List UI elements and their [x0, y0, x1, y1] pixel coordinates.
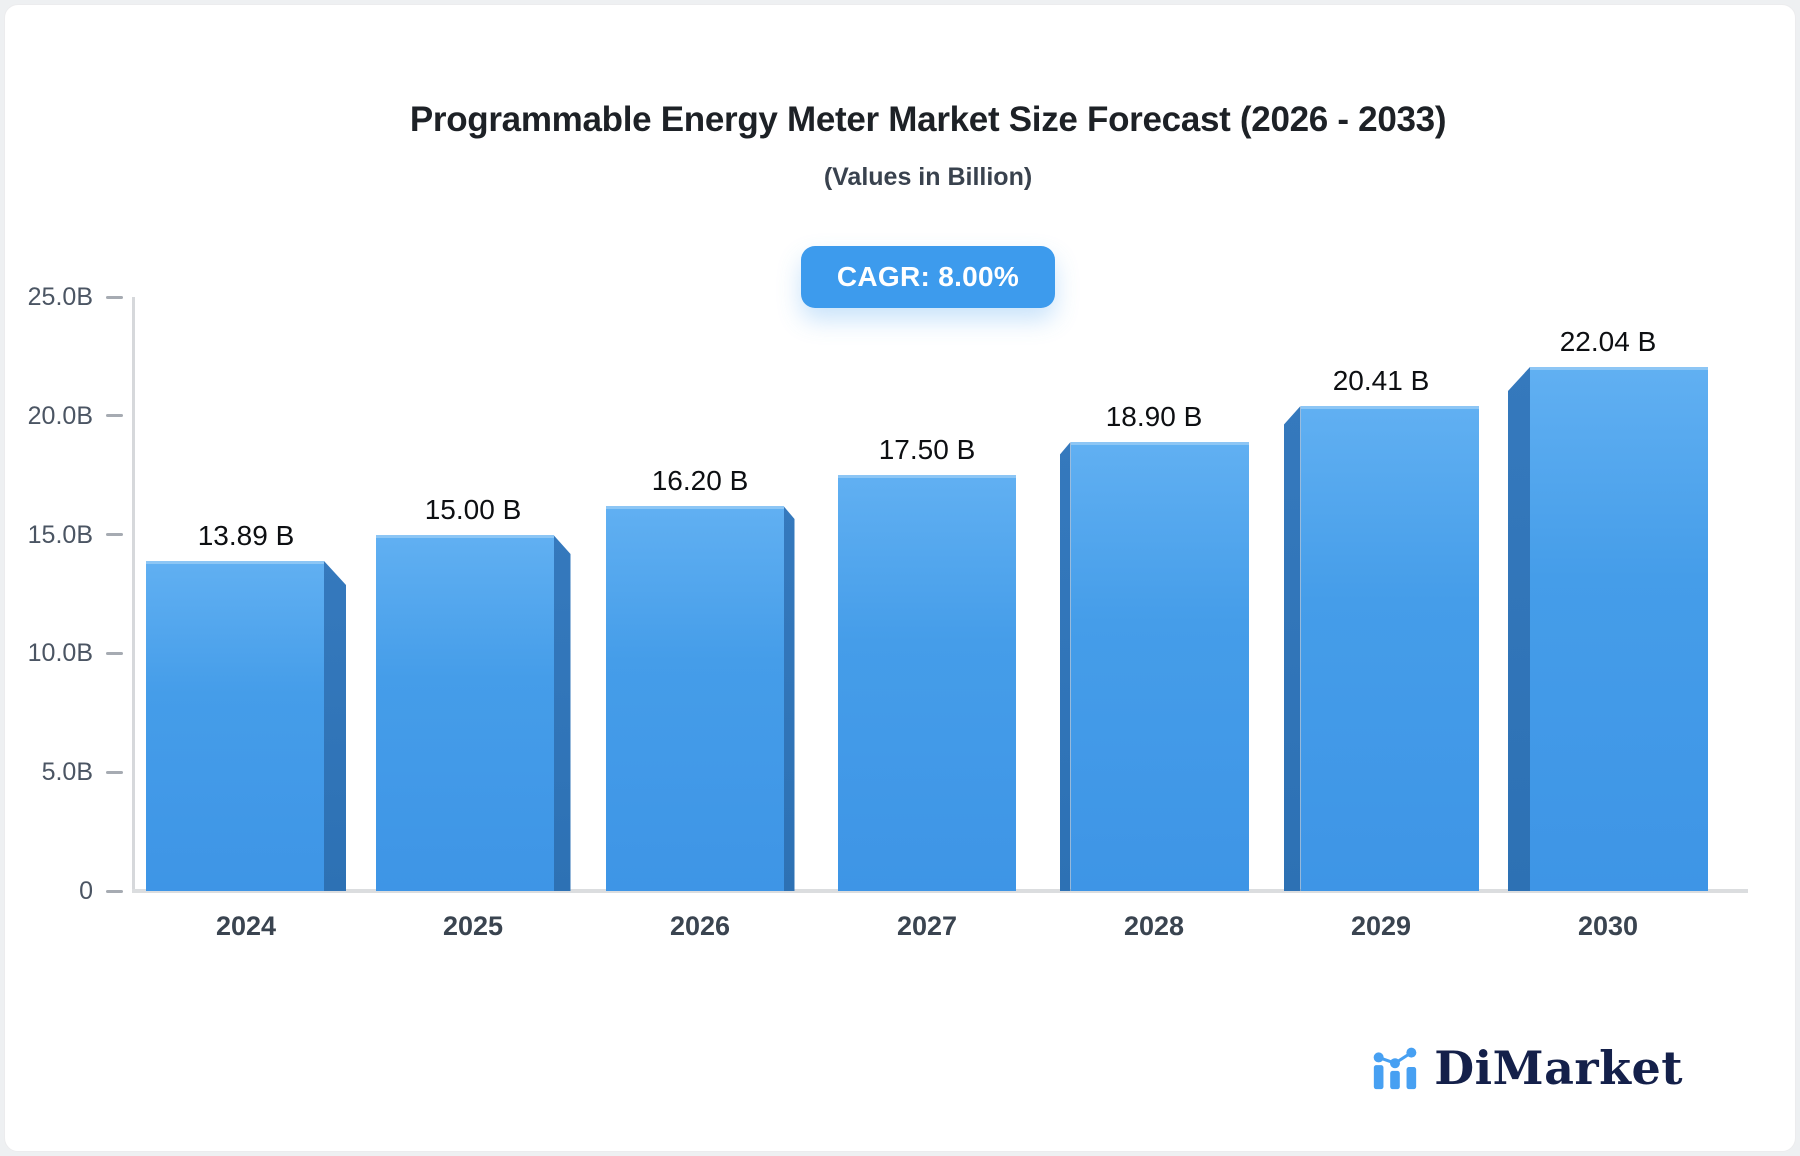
x-axis-label: 2026: [669, 911, 731, 941]
bar-2025: 15.00 B: [375, 494, 571, 891]
bar-face: [605, 506, 784, 891]
cagr-badge: CAGR: 8.00%: [800, 246, 1056, 308]
y-axis-tick: [106, 414, 123, 418]
y-axis-label: 25.0B: [27, 283, 93, 311]
y-axis-label: 15.0B: [27, 520, 93, 549]
y-axis-label: 20.0B: [27, 401, 93, 430]
bar-3d-side: [783, 506, 795, 891]
bar-line-chart-icon: [1373, 1047, 1417, 1090]
y-axis-label: 5.0B: [41, 758, 93, 787]
x-axis-baseline: [132, 889, 1748, 893]
bar-face: [838, 475, 1016, 891]
bar-3d-side: [553, 535, 571, 891]
bar-3d-side: [1508, 367, 1530, 891]
bar-2028: 18.90 B: [1059, 401, 1249, 891]
bar-face: [146, 561, 324, 891]
bar-3d-side: [324, 561, 346, 891]
x-axis-label: 2025: [442, 911, 504, 941]
chart-header: Programmable Energy Meter Market Size Fo…: [61, 5, 1795, 308]
x-axis-label: 2030: [1577, 911, 1639, 941]
y-axis-tick: [106, 889, 123, 893]
y-axis-line: [132, 297, 135, 891]
x-axis-label: 2028: [1123, 911, 1185, 941]
chart-card: Programmable Energy Meter Market Size Fo…: [4, 4, 1796, 1152]
bar-chart-plot: 25.0B 20.0B 15.0B 10.0B 5.0B 0 13.89 B 2024 15.0…: [5, 5, 1795, 1151]
y-axis-tick: [106, 533, 123, 537]
y-axis-tick: [106, 651, 123, 655]
bar-2029: 20.41 B: [1283, 365, 1479, 891]
chart-title: Programmable Energy Meter Market Size Fo…: [409, 100, 1447, 139]
chart-subtitle: (Values in Billion): [823, 163, 1033, 191]
bar-value-label: 22.04 B: [1559, 326, 1657, 357]
bar-face: [1530, 367, 1708, 891]
x-axis-label: 2024: [215, 911, 277, 941]
x-axis-label: 2029: [1350, 911, 1412, 941]
y-axis-tick: [106, 770, 123, 774]
logo-text: DiMarket: [1434, 1041, 1683, 1095]
bar-face: [1070, 442, 1249, 891]
bar-2027: 17.50 B: [838, 434, 1016, 891]
bar-3d-side: [1059, 442, 1071, 891]
bar-face: [1300, 406, 1479, 891]
bar-value-label: 20.41 B: [1332, 365, 1430, 396]
bar-value-label: 17.50 B: [878, 434, 976, 465]
bar-2030: 22.04 B: [1508, 326, 1708, 891]
bar-face: [375, 535, 554, 891]
bar-value-label: 13.89 B: [197, 520, 295, 551]
dimarket-logo: DiMarket: [1370, 1041, 1683, 1095]
y-axis-label: 10.0B: [27, 639, 93, 668]
y-axis-tick: [106, 295, 123, 299]
bar-2024: 13.89 B: [146, 520, 346, 891]
bar-value-label: 18.90 B: [1105, 401, 1203, 432]
bar-value-label: 15.00 B: [424, 494, 522, 525]
x-axis-label: 2027: [896, 911, 958, 941]
bar-value-label: 16.20 B: [651, 465, 749, 496]
bar-3d-side: [1283, 406, 1301, 891]
bar-2026: 16.20 B: [605, 465, 795, 891]
y-axis-label: 0: [79, 877, 93, 905]
